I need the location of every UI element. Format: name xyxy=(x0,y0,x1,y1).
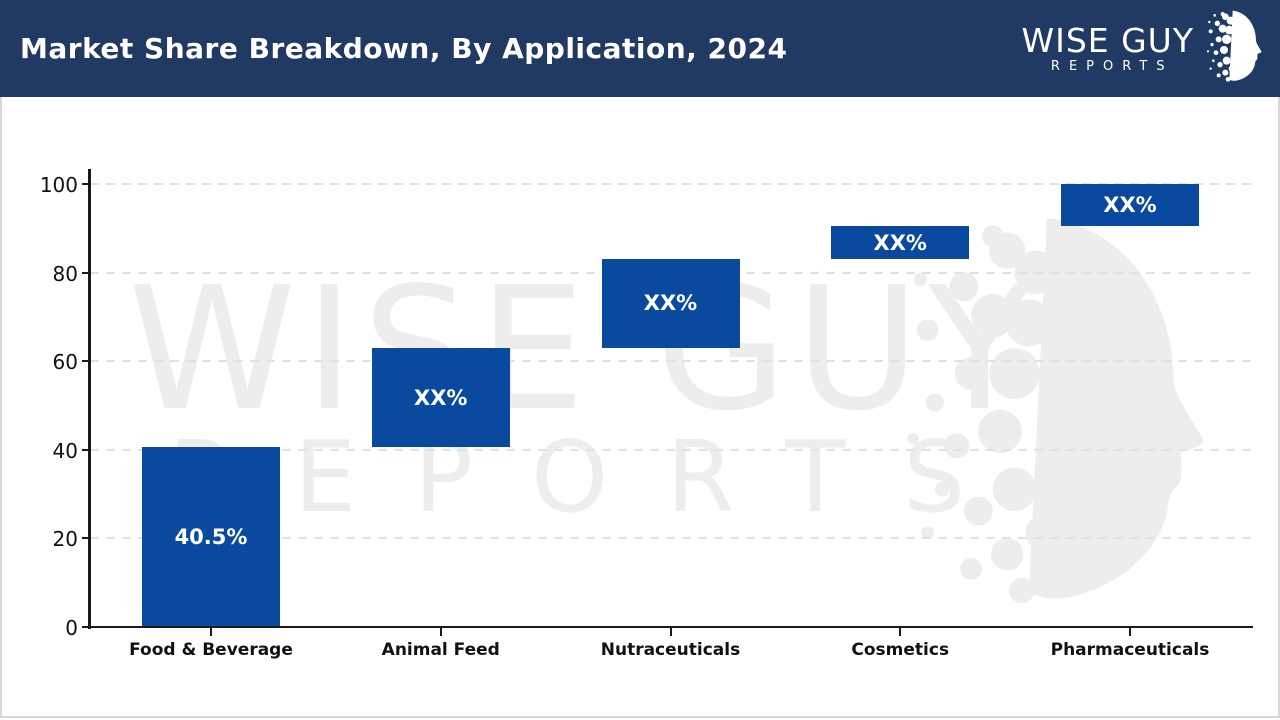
y-tick-label: 20 xyxy=(52,527,78,551)
y-tick-label: 40 xyxy=(52,438,78,463)
y-axis xyxy=(88,169,91,629)
gridline-40 xyxy=(90,448,1253,451)
watermark-subtext: REPORTS xyxy=(168,421,1024,535)
header-bar: Market Share Breakdown, By Application, … xyxy=(0,0,1280,97)
y-tickmark xyxy=(82,183,90,185)
bar-pharmaceuticals: XX% xyxy=(1061,184,1199,227)
x-category-label: Nutraceuticals xyxy=(600,640,741,660)
x-category-label: Animal Feed xyxy=(381,640,500,660)
bar-value-label: XX% xyxy=(1103,193,1157,218)
bar-value-label: XX% xyxy=(414,385,468,410)
bar-cosmetics: XX% xyxy=(831,226,970,260)
y-tick-label: 100 xyxy=(39,173,78,197)
watermark-face-icon xyxy=(848,200,1228,652)
logo-wordmark: WISE GUY xyxy=(1021,21,1194,60)
x-tickmark xyxy=(669,628,672,636)
x-axis xyxy=(85,625,1253,628)
y-tickmark xyxy=(82,271,90,274)
logo-subtext: REPORTS xyxy=(1050,59,1174,74)
y-tick-label: 0 xyxy=(65,615,78,640)
x-tickmark xyxy=(1129,628,1131,636)
x-tickmark xyxy=(210,628,212,636)
bar-nutraceuticals: XX% xyxy=(601,259,740,348)
x-tickmark xyxy=(439,628,442,636)
bar-value-label: 40.5% xyxy=(174,524,248,549)
gridline-20 xyxy=(90,537,1253,539)
watermark-wordmark: WISE GUY xyxy=(128,251,1040,449)
x-tickmark xyxy=(899,628,902,636)
x-category-label: Cosmetics xyxy=(851,640,950,660)
gridline-60 xyxy=(90,360,1253,362)
page-title: Market Share Breakdown, By Application, … xyxy=(20,32,788,65)
y-tickmark xyxy=(82,537,90,539)
bar-value-label: XX% xyxy=(873,230,927,255)
y-tick-label: 60 xyxy=(52,350,78,374)
y-tickmark xyxy=(82,360,90,362)
x-category-label: Pharmaceuticals xyxy=(1050,640,1210,660)
gridline-100 xyxy=(90,183,1253,185)
waterfall-chart: WISE GUY REPORTS 40.5% Food & Beverage XX%… xyxy=(0,97,1280,720)
wiseguy-logo-text: WISE GUY REPORTS xyxy=(1021,24,1194,73)
bar-value-label: XX% xyxy=(643,291,698,316)
bar-animal-feed: XX% xyxy=(371,347,510,448)
bar-food-beverage: 40.5% xyxy=(142,447,280,627)
y-tickmark xyxy=(82,448,90,451)
x-category-label: Food & Beverage xyxy=(129,640,293,660)
wiseguy-face-icon xyxy=(1196,7,1266,91)
y-tick-label: 80 xyxy=(52,261,78,286)
wiseguy-logo: WISE GUY REPORTS xyxy=(1021,7,1280,91)
